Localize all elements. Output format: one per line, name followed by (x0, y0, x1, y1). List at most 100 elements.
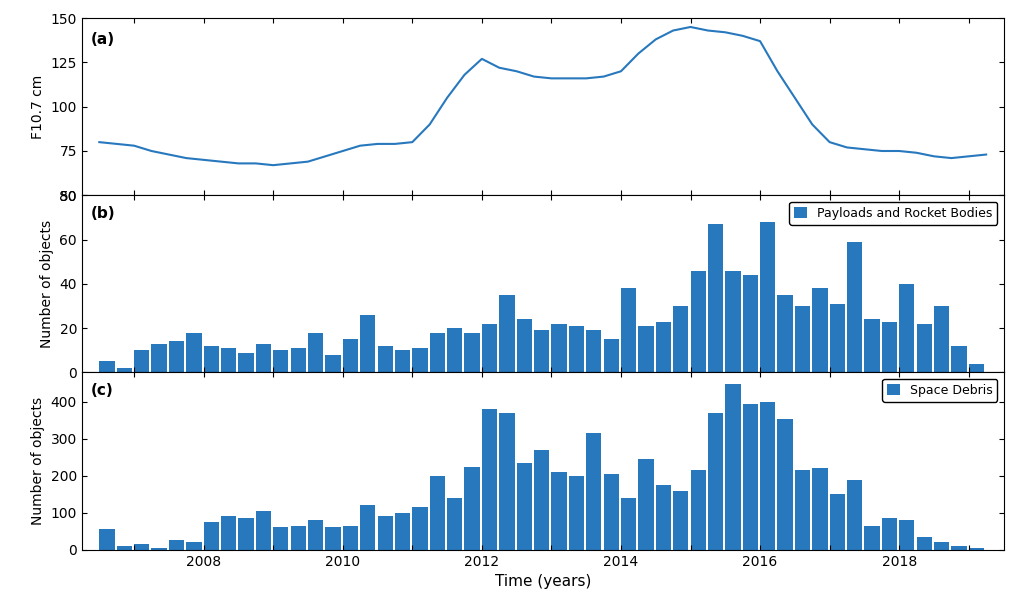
Bar (899, 284, 914, 373)
Bar (99, 361, 115, 373)
Bar (638, 459, 653, 550)
Bar (152, 344, 167, 373)
Bar (186, 333, 202, 373)
Bar (430, 333, 445, 373)
Bar (326, 527, 341, 550)
Bar (413, 507, 428, 550)
Bar (378, 516, 393, 550)
Bar (777, 295, 793, 373)
Bar (882, 518, 897, 550)
Bar (395, 513, 411, 550)
Bar (152, 548, 167, 550)
Bar (934, 306, 949, 373)
Bar (916, 324, 932, 373)
Bar (291, 525, 306, 550)
Bar (134, 544, 150, 550)
Bar (326, 355, 341, 373)
Bar (829, 494, 845, 550)
Bar (308, 520, 324, 550)
Bar (603, 474, 618, 550)
Bar (500, 413, 514, 550)
Bar (482, 410, 498, 550)
Bar (239, 518, 254, 550)
Bar (969, 364, 984, 373)
Bar (812, 288, 827, 373)
X-axis label: Time (years): Time (years) (495, 574, 591, 589)
Bar (273, 527, 289, 550)
Bar (134, 350, 150, 373)
Bar (517, 320, 531, 373)
Bar (864, 320, 880, 373)
Bar (934, 542, 949, 550)
Bar (482, 324, 498, 373)
Bar (795, 306, 810, 373)
Bar (551, 472, 566, 550)
Legend: Space Debris: Space Debris (882, 379, 997, 402)
Bar (951, 546, 967, 550)
Bar (465, 467, 480, 550)
Bar (221, 516, 237, 550)
Bar (899, 520, 914, 550)
Bar (742, 404, 758, 550)
Bar (343, 339, 358, 373)
Bar (690, 271, 706, 373)
Bar (447, 328, 463, 373)
Bar (777, 419, 793, 550)
Bar (829, 304, 845, 373)
Bar (291, 348, 306, 373)
Bar (655, 485, 671, 550)
Bar (673, 490, 688, 550)
Bar (221, 348, 237, 373)
Bar (378, 346, 393, 373)
Bar (465, 333, 480, 373)
Bar (812, 469, 827, 550)
Bar (413, 348, 428, 373)
Bar (395, 350, 411, 373)
Bar (535, 450, 549, 550)
Bar (551, 324, 566, 373)
Bar (621, 288, 636, 373)
Bar (603, 339, 618, 373)
Bar (760, 402, 775, 550)
Bar (864, 525, 880, 550)
Text: (b): (b) (91, 206, 116, 221)
Bar (586, 330, 601, 373)
Bar (655, 321, 671, 373)
Bar (239, 353, 254, 373)
Bar (117, 368, 132, 373)
Bar (517, 463, 531, 550)
Bar (586, 434, 601, 550)
Bar (256, 344, 271, 373)
Bar (186, 542, 202, 550)
Bar (343, 525, 358, 550)
Bar (169, 341, 184, 373)
Bar (638, 326, 653, 373)
Bar (882, 321, 897, 373)
Bar (725, 271, 740, 373)
Legend: Payloads and Rocket Bodies: Payloads and Rocket Bodies (790, 202, 997, 225)
Bar (273, 350, 289, 373)
Bar (568, 326, 584, 373)
Bar (204, 522, 219, 550)
Bar (568, 476, 584, 550)
Bar (725, 384, 740, 550)
Bar (621, 498, 636, 550)
Bar (99, 529, 115, 550)
Bar (916, 537, 932, 550)
Bar (795, 471, 810, 550)
Bar (969, 548, 984, 550)
Bar (169, 541, 184, 550)
Bar (708, 413, 723, 550)
Bar (847, 242, 862, 373)
Bar (690, 471, 706, 550)
Bar (360, 315, 376, 373)
Y-axis label: Number of objects: Number of objects (31, 397, 45, 525)
Bar (673, 306, 688, 373)
Bar (760, 222, 775, 373)
Bar (708, 224, 723, 373)
Bar (117, 546, 132, 550)
Bar (951, 346, 967, 373)
Bar (847, 480, 862, 550)
Bar (430, 476, 445, 550)
Bar (447, 498, 463, 550)
